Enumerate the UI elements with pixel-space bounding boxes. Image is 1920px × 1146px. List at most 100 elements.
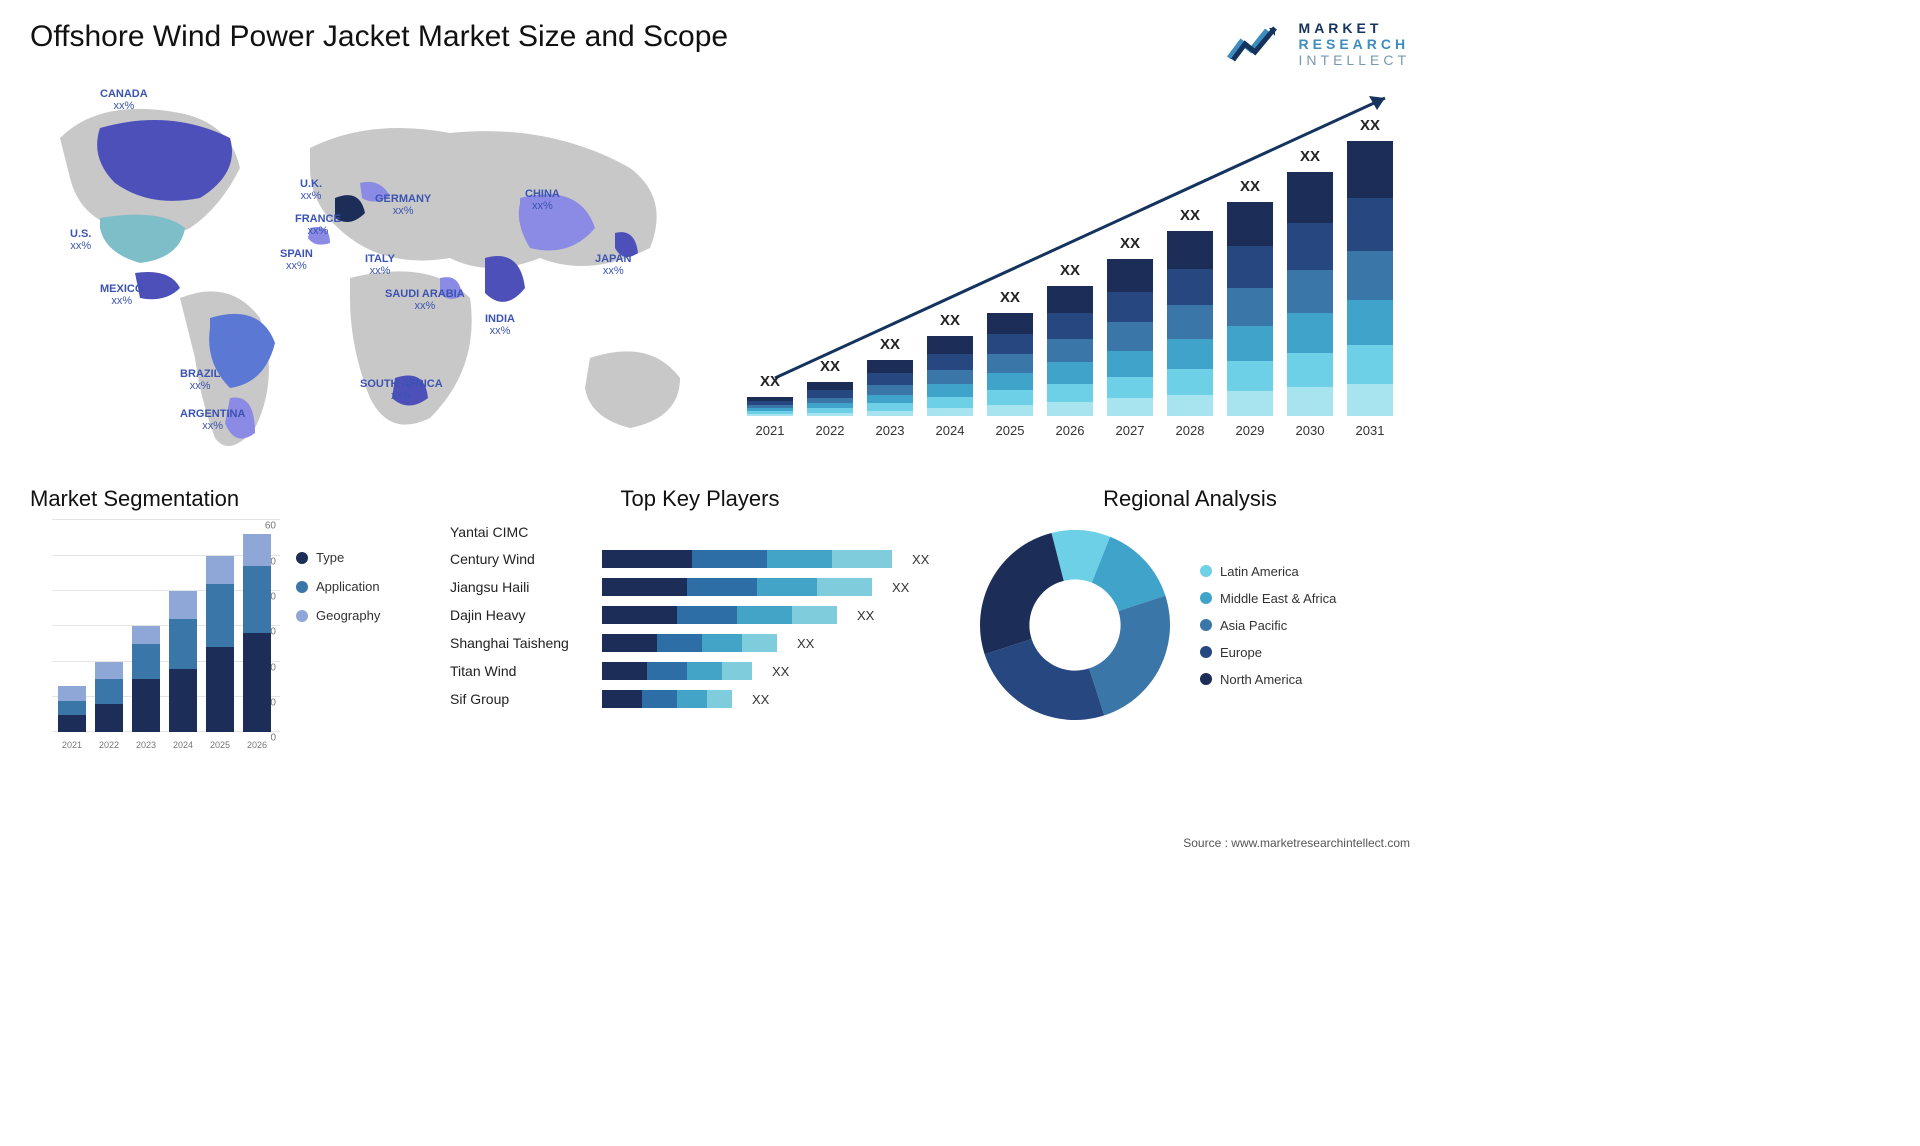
growth-bar-2022: XX bbox=[807, 382, 853, 417]
region-legend-latin-america: Latin America bbox=[1200, 564, 1336, 579]
growth-bar-2030: XX bbox=[1287, 172, 1333, 416]
map-label-china: CHINAxx% bbox=[525, 188, 560, 212]
player-name: Titan Wind bbox=[450, 663, 590, 679]
growth-bar-value: XX bbox=[747, 373, 793, 390]
donut-slice-europe bbox=[985, 639, 1105, 720]
world-map-panel: CANADAxx% U.S.xx% MEXICOxx% BRAZILxx% ARGENT… bbox=[30, 78, 710, 468]
player-bar bbox=[602, 690, 732, 708]
growth-x-label: 2029 bbox=[1227, 423, 1273, 438]
player-bar bbox=[602, 578, 872, 596]
map-label-canada: CANADAxx% bbox=[100, 88, 148, 112]
donut-slice-asia-pacific bbox=[1089, 596, 1170, 716]
seg-x-label: 2025 bbox=[206, 740, 234, 750]
map-label-mexico: MEXICOxx% bbox=[100, 283, 143, 307]
growth-bar-value: XX bbox=[867, 336, 913, 353]
growth-bar-value: XX bbox=[1107, 235, 1153, 252]
regional-donut bbox=[970, 520, 1180, 730]
logo-line2: RESEARCH bbox=[1299, 36, 1410, 52]
region-legend-europe: Europe bbox=[1200, 645, 1336, 660]
map-label-brazil: BRAZILxx% bbox=[180, 368, 220, 392]
growth-x-label: 2027 bbox=[1107, 423, 1153, 438]
player-name: Shanghai Taisheng bbox=[450, 635, 590, 651]
player-row-titan-wind: Titan Wind XX bbox=[450, 662, 950, 680]
growth-bar-2025: XX bbox=[987, 313, 1033, 417]
map-label-italy: ITALYxx% bbox=[365, 253, 395, 277]
map-label-argentina: ARGENTINAxx% bbox=[180, 408, 245, 432]
region-legend-asia-pacific: Asia Pacific bbox=[1200, 618, 1336, 633]
logo-icon bbox=[1227, 24, 1289, 64]
brand-logo: MARKET RESEARCH INTELLECT bbox=[1227, 20, 1410, 68]
seg-legend-type: Type bbox=[296, 550, 380, 565]
player-row-sif-group: Sif Group XX bbox=[450, 690, 950, 708]
player-value: XX bbox=[772, 664, 789, 679]
player-value: XX bbox=[797, 636, 814, 651]
seg-bar-2025 bbox=[206, 556, 234, 733]
growth-bar-value: XX bbox=[1347, 117, 1393, 134]
logo-line1: MARKET bbox=[1299, 20, 1410, 36]
donut-slice-north-america bbox=[980, 533, 1064, 654]
growth-x-label: 2024 bbox=[927, 423, 973, 438]
regional-legend: Latin America Middle East & Africa Asia Pa… bbox=[1200, 564, 1336, 687]
player-value: XX bbox=[892, 580, 909, 595]
player-row-jiangsu-haili: Jiangsu Haili XX bbox=[450, 578, 950, 596]
player-name: Century Wind bbox=[450, 551, 590, 567]
map-label-japan: JAPANxx% bbox=[595, 253, 631, 277]
growth-x-label: 2022 bbox=[807, 423, 853, 438]
growth-bar-value: XX bbox=[1167, 207, 1213, 224]
growth-bar-value: XX bbox=[1227, 178, 1273, 195]
map-label-india: INDIAxx% bbox=[485, 313, 515, 337]
growth-bar-value: XX bbox=[1287, 148, 1333, 165]
seg-bar-2024 bbox=[169, 591, 197, 732]
player-row-century-wind: Century Wind XX bbox=[450, 550, 950, 568]
player-row-shanghai-taisheng: Shanghai Taisheng XX bbox=[450, 634, 950, 652]
growth-bar-2028: XX bbox=[1167, 231, 1213, 416]
growth-x-label: 2025 bbox=[987, 423, 1033, 438]
player-name: Yantai CIMC bbox=[450, 524, 590, 540]
growth-bar-2026: XX bbox=[1047, 286, 1093, 416]
region-legend-north-america: North America bbox=[1200, 672, 1336, 687]
player-name: Sif Group bbox=[450, 691, 590, 707]
logo-line3: INTELLECT bbox=[1299, 52, 1410, 68]
map-label-uk: U.K.xx% bbox=[300, 178, 322, 202]
seg-bar-2022 bbox=[95, 662, 123, 733]
map-label-germany: GERMANYxx% bbox=[375, 193, 431, 217]
player-value: XX bbox=[857, 608, 874, 623]
growth-bar-2023: XX bbox=[867, 360, 913, 416]
growth-chart-panel: XX2021XX2022XX2023XX2024XX2025XX2026XX20… bbox=[740, 78, 1410, 468]
seg-bar-2026 bbox=[243, 534, 271, 732]
player-name: Dajin Heavy bbox=[450, 607, 590, 623]
seg-legend-geography: Geography bbox=[296, 608, 380, 623]
region-legend-middle-east---africa: Middle East & Africa bbox=[1200, 591, 1336, 606]
seg-x-label: 2024 bbox=[169, 740, 197, 750]
growth-bar-value: XX bbox=[807, 358, 853, 375]
map-label-france: FRANCExx% bbox=[295, 213, 341, 237]
regional-panel: Regional Analysis Latin AmericaMiddle Ea… bbox=[970, 486, 1410, 786]
map-label-southafrica: SOUTH AFRICAxx% bbox=[360, 378, 443, 402]
player-row-yantai-cimc: Yantai CIMC bbox=[450, 524, 950, 540]
seg-bar-2023 bbox=[132, 626, 160, 732]
page-title: Offshore Wind Power Jacket Market Size a… bbox=[30, 20, 728, 54]
seg-x-label: 2021 bbox=[58, 740, 86, 750]
map-label-saudiarabia: SAUDI ARABIAxx% bbox=[385, 288, 465, 312]
player-bar bbox=[602, 634, 777, 652]
player-bar bbox=[602, 662, 752, 680]
map-label-us: U.S.xx% bbox=[70, 228, 91, 252]
segmentation-legend: Type Application Geography bbox=[296, 520, 380, 750]
player-value: XX bbox=[752, 692, 769, 707]
growth-x-label: 2028 bbox=[1167, 423, 1213, 438]
growth-x-label: 2030 bbox=[1287, 423, 1333, 438]
player-bar bbox=[602, 550, 892, 568]
segmentation-panel: Market Segmentation 01020304050602021202… bbox=[30, 486, 430, 786]
seg-x-label: 2026 bbox=[243, 740, 271, 750]
seg-x-label: 2022 bbox=[95, 740, 123, 750]
seg-x-label: 2023 bbox=[132, 740, 160, 750]
growth-bar-2021: XX bbox=[747, 397, 793, 416]
growth-bar-2031: XX bbox=[1347, 141, 1393, 417]
player-row-dajin-heavy: Dajin Heavy XX bbox=[450, 606, 950, 624]
player-name: Jiangsu Haili bbox=[450, 579, 590, 595]
map-label-spain: SPAINxx% bbox=[280, 248, 313, 272]
key-players-title: Top Key Players bbox=[450, 486, 950, 512]
seg-legend-application: Application bbox=[296, 579, 380, 594]
player-value: XX bbox=[912, 552, 929, 567]
growth-bar-value: XX bbox=[1047, 262, 1093, 279]
